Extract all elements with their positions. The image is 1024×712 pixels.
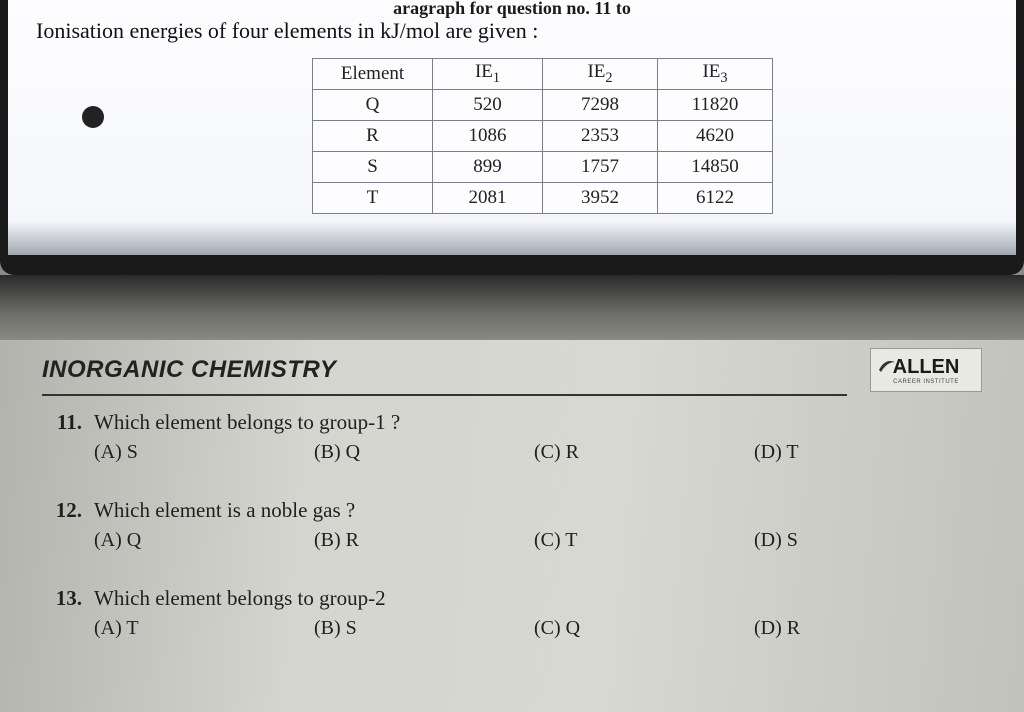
allen-logo: ALLEN CAREER INSTITUTE (870, 348, 982, 392)
table-row: Q 520 7298 11820 (313, 90, 773, 121)
table-row: S 899 1757 14850 (313, 152, 773, 183)
question-12: 12. Which element is a noble gas ? (42, 498, 982, 523)
cell-ie3: 6122 (658, 183, 773, 214)
cell-ie1: 520 (433, 90, 543, 121)
header-ie2: IE2 (543, 59, 658, 90)
cell-ie1: 2081 (433, 183, 543, 214)
cell-element: R (313, 121, 433, 152)
cell-element: T (313, 183, 433, 214)
question-text: Which element belongs to group-1 ? (94, 410, 982, 435)
screen-content: aragraph for question no. 11 to Ionisati… (8, 0, 1016, 255)
tablet-screen: aragraph for question no. 11 to Ionisati… (0, 0, 1024, 275)
gap-shadow (0, 275, 1024, 340)
question-11: 11. Which element belongs to group-1 ? (42, 410, 982, 435)
option-b[interactable]: (B) R (314, 529, 534, 552)
logo-text: ALLEN (893, 356, 960, 379)
option-a[interactable]: (A) S (94, 441, 314, 464)
logo-subtext: CAREER INSTITUTE (893, 379, 959, 385)
options-row: (A) Q (B) R (C) T (D) S (94, 529, 974, 552)
cell-element: Q (313, 90, 433, 121)
cell-ie3: 11820 (658, 90, 773, 121)
screen-vignette (8, 221, 1016, 255)
option-a[interactable]: (A) T (94, 617, 314, 640)
section-rule (42, 394, 847, 396)
cell-ie2: 3952 (543, 183, 658, 214)
table-header-row: Element IE1 IE2 IE3 (313, 59, 773, 90)
header-element: Element (313, 59, 433, 90)
question-text: Which element is a noble gas ? (94, 498, 982, 523)
question-13: 13. Which element belongs to group-2 (42, 586, 982, 611)
worksheet-paper: INORGANIC CHEMISTRY ALLEN CAREER INSTITU… (0, 340, 1024, 712)
cell-ie2: 7298 (543, 90, 658, 121)
option-b[interactable]: (B) S (314, 617, 534, 640)
cell-ie2: 1757 (543, 152, 658, 183)
logo-swoosh-icon (877, 356, 897, 376)
partial-header: aragraph for question no. 11 to (393, 0, 631, 19)
option-c[interactable]: (C) R (534, 441, 754, 464)
cell-ie1: 899 (433, 152, 543, 183)
header-ie1: IE1 (433, 59, 543, 90)
question-number: 11. (42, 410, 94, 435)
option-d[interactable]: (D) R (754, 617, 974, 640)
cell-ie3: 14850 (658, 152, 773, 183)
cell-ie1: 1086 (433, 121, 543, 152)
table-row: T 2081 3952 6122 (313, 183, 773, 214)
cell-ie3: 4620 (658, 121, 773, 152)
header-ie3: IE3 (658, 59, 773, 90)
options-row: (A) S (B) Q (C) R (D) T (94, 441, 974, 464)
option-d[interactable]: (D) T (754, 441, 974, 464)
cell-element: S (313, 152, 433, 183)
option-d[interactable]: (D) S (754, 529, 974, 552)
prompt-text: Ionisation energies of four elements in … (36, 18, 996, 44)
ionisation-table: Element IE1 IE2 IE3 Q 520 7298 11820 R 1… (312, 58, 773, 214)
question-text: Which element belongs to group-2 (94, 586, 982, 611)
table-row: R 1086 2353 4620 (313, 121, 773, 152)
bullet-icon (82, 106, 104, 128)
options-row: (A) T (B) S (C) Q (D) R (94, 617, 974, 640)
option-c[interactable]: (C) Q (534, 617, 754, 640)
option-a[interactable]: (A) Q (94, 529, 314, 552)
option-c[interactable]: (C) T (534, 529, 754, 552)
cell-ie2: 2353 (543, 121, 658, 152)
option-b[interactable]: (B) Q (314, 441, 534, 464)
section-title: INORGANIC CHEMISTRY (42, 356, 336, 384)
question-number: 12. (42, 498, 94, 523)
question-number: 13. (42, 586, 94, 611)
